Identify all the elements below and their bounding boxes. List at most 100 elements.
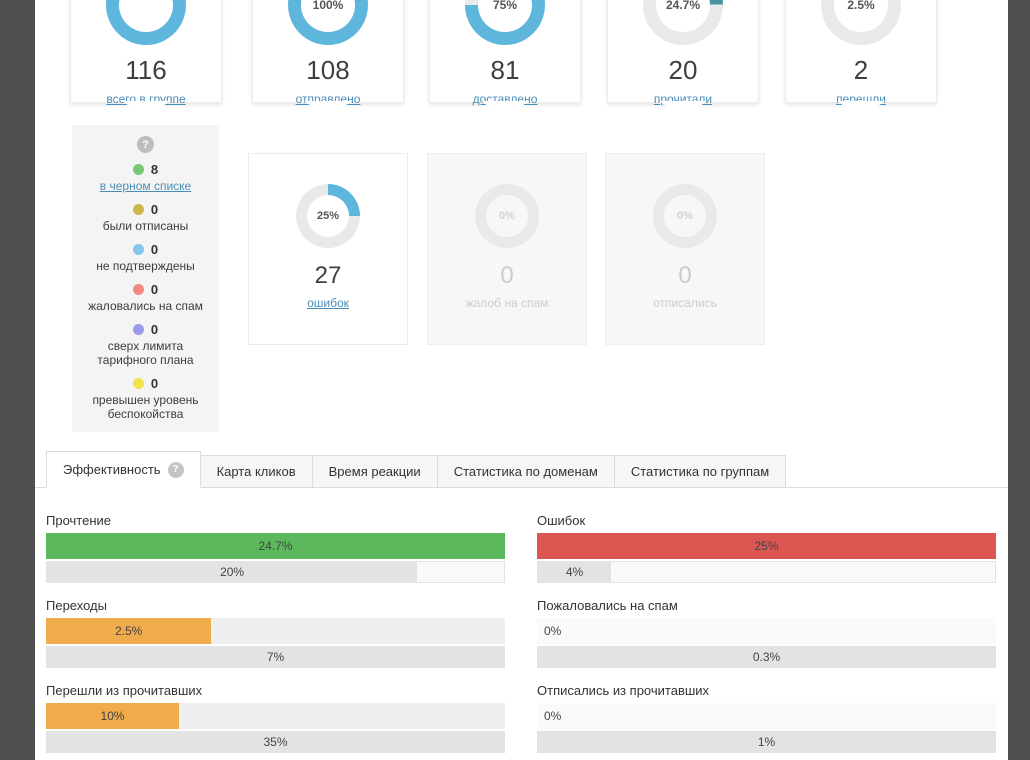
- effectiveness-column-right: Ошибок 25% 4% Пожаловались на спам 0% 0.…: [537, 513, 996, 760]
- legend-item-row: 8: [80, 162, 212, 177]
- summary-card-total-in-group: 116 всего в группе: [70, 0, 222, 118]
- effectiveness-panel: Прочтение 24.7% 20% Переходы 2.5% 7% Пер…: [46, 513, 996, 760]
- donut-chart: 0%: [475, 184, 539, 248]
- legend-value: 0: [150, 242, 159, 257]
- summary-card-read: 24.7% 20 прочитали: [607, 0, 759, 118]
- metric-bar-average: 7%: [46, 646, 505, 668]
- metric-title: Отписались из прочитавших: [537, 683, 710, 698]
- metric-bar-primary-fill: 25%: [537, 533, 996, 559]
- metric-bar-primary: 25%: [537, 533, 996, 559]
- card-point: [304, 101, 352, 118]
- subscribers-legend-panel: ? 8 в черном списке 0 были отписаны 0 не…: [72, 125, 219, 432]
- metric-bar-primary: 0%: [537, 618, 996, 644]
- metric-spam-complained: Пожаловались на спам 0% 0.3%: [537, 598, 996, 668]
- metric-bar-average-fill: 0.3%: [538, 647, 995, 667]
- legend-help-icon[interactable]: ?: [137, 136, 154, 153]
- card-value: 27: [314, 262, 342, 289]
- legend-value: 0: [150, 376, 159, 391]
- card-value: 0: [500, 262, 514, 289]
- legend-value: 0: [150, 202, 159, 217]
- summary-card-clicked: 2.5% 2 перешли: [785, 0, 937, 118]
- legend-item-row: 0: [80, 202, 212, 217]
- left-edge-strip: [0, 0, 35, 760]
- legend-item: 8 в черном списке: [80, 162, 212, 193]
- legend-item: 0 превышен уровень беспокойства: [80, 376, 212, 421]
- metric-bar-average-label: 7%: [266, 650, 285, 664]
- legend-value: 0: [150, 282, 159, 297]
- tab-label: Статистика по доменам: [453, 464, 598, 479]
- card-value: 20: [668, 55, 698, 85]
- card-point: [837, 101, 885, 118]
- metric-bar-primary-label: 0%: [544, 624, 562, 638]
- card-value: 81: [490, 55, 520, 85]
- legend-item-row: 0: [80, 242, 212, 257]
- metric-bar-average: 35%: [46, 731, 505, 753]
- summary-card-sent: 100% 108 отправлено: [252, 0, 404, 118]
- donut-percent-label: 100%: [312, 0, 344, 12]
- metric-title: Пожаловались на спам: [537, 598, 678, 613]
- summary-card-delivered: 75% 81 доставлено: [429, 0, 581, 118]
- card-point: [659, 101, 707, 118]
- metric-reading: Прочтение 24.7% 20%: [46, 513, 505, 583]
- metric-bar-primary-fill: 2.5%: [46, 618, 212, 644]
- legend-label: не подтверждены: [96, 259, 195, 273]
- donut-percent-label: 0%: [499, 210, 515, 222]
- metric-title: Переходы: [46, 598, 107, 613]
- donut-chart: 0%: [653, 184, 717, 248]
- tab-label: Время реакции: [328, 464, 421, 479]
- legend-dot-icon: [132, 164, 144, 175]
- donut-percent-label: [106, 0, 186, 45]
- legend-label: сверх лимита тарифного плана: [97, 339, 194, 367]
- tab-group-stats[interactable]: Статистика по группам: [614, 455, 787, 488]
- legend-label: жаловались на спам: [88, 299, 203, 313]
- legend-label: превышен уровень беспокойства: [92, 393, 199, 421]
- legend-item: 0 жаловались на спам: [80, 282, 212, 313]
- donut-chart: 24.7%: [643, 0, 723, 45]
- donut-percent-label: 24.7%: [665, 0, 701, 12]
- tabs-bar: Эффективность ? Карта кликов Время реакц…: [35, 451, 1008, 488]
- card-link-errors[interactable]: ошибок: [307, 296, 349, 310]
- metric-clicks: Переходы 2.5% 7%: [46, 598, 505, 668]
- tab-help-icon[interactable]: ?: [167, 461, 184, 478]
- legend-item: 0 не подтверждены: [80, 242, 212, 273]
- card-link-unsubscribed: отписались: [653, 296, 717, 310]
- tab-reaction-time[interactable]: Время реакции: [312, 455, 438, 488]
- tab-effectiveness[interactable]: Эффективность ?: [46, 451, 201, 488]
- metric-bar-average-label: 20%: [220, 565, 245, 579]
- legend-value: 8: [150, 162, 159, 177]
- donut-chart: 100%: [288, 0, 368, 45]
- metric-bar-average: 4%: [537, 561, 996, 583]
- metric-bar-primary-label: 24.7%: [258, 539, 293, 553]
- legend-items: 8 в черном списке 0 были отписаны 0 не п…: [80, 153, 212, 421]
- legend-value: 0: [150, 322, 159, 337]
- card-link-spam-complaints: жалоб на спам: [465, 296, 549, 310]
- donut-chart: [106, 0, 186, 45]
- card-value: 116: [125, 55, 167, 85]
- card-value: 0: [678, 262, 692, 289]
- legend-item-row: 0: [80, 322, 212, 337]
- metric-bar-average: 0.3%: [537, 646, 996, 668]
- metric-bar-average-label: 0.3%: [752, 650, 781, 664]
- secondary-card-spam-complaints: 0% 0 жалоб на спам: [427, 153, 587, 345]
- metric-bar-average-fill: 7%: [47, 647, 504, 667]
- tab-click-map[interactable]: Карта кликов: [200, 455, 313, 488]
- metric-bar-primary-fill: 10%: [46, 703, 180, 729]
- metric-clicked-from-read: Перешли из прочитавших 10% 35%: [46, 683, 505, 753]
- legend-dot-icon: [132, 244, 144, 255]
- effectiveness-column-left: Прочтение 24.7% 20% Переходы 2.5% 7% Пер…: [46, 513, 505, 760]
- donut-percent-label: 75%: [492, 0, 518, 12]
- card-value: 2: [853, 55, 869, 85]
- tab-label: Карта кликов: [216, 464, 296, 479]
- legend-label-link[interactable]: в черном списке: [99, 179, 192, 193]
- metric-bar-average: 1%: [537, 731, 996, 753]
- donut-percent-label: 25%: [316, 210, 340, 222]
- secondary-card-unsubscribed: 0% 0 отписались: [605, 153, 765, 345]
- tab-label: Эффективность: [63, 462, 161, 477]
- card-point: [122, 101, 170, 118]
- donut-percent-label: 2.5%: [847, 0, 875, 12]
- donut-chart: 75%: [465, 0, 545, 45]
- metric-bar-average-fill: 35%: [47, 732, 504, 752]
- legend-label: были отписаны: [102, 219, 189, 233]
- tab-domain-stats[interactable]: Статистика по доменам: [437, 455, 615, 488]
